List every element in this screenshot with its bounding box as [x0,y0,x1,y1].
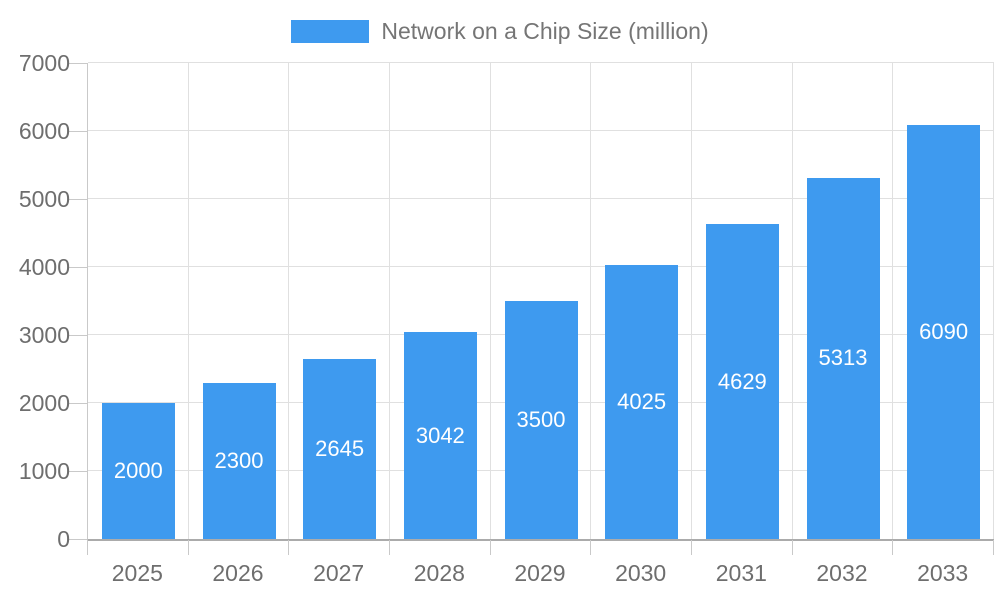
bar-value-label: 2645 [315,436,365,462]
gridline [993,63,994,539]
y-tick-label: 3000 [18,322,70,348]
bar[interactable]: 3500 [504,301,578,539]
y-axis-tick [69,267,87,268]
bar[interactable]: 5313 [806,177,880,539]
gridline [88,198,994,199]
bar[interactable]: 6090 [907,124,981,539]
x-tick-label: 2029 [514,560,566,586]
x-axis-tick [791,540,793,555]
y-tick-label: 1000 [18,458,70,484]
x-tick-label: 2025 [111,560,163,586]
x-tick-label: 2030 [615,560,667,586]
x-tick-label: 2026 [212,560,264,586]
x-axis-tick [691,540,692,555]
bar[interactable]: 2000 [101,403,175,539]
bar-value-label: 2300 [214,447,264,473]
legend-swatch [291,19,370,43]
legend[interactable]: Network on a Chip Size (million) [0,12,1000,50]
bar[interactable]: 4629 [705,224,779,539]
bar-value-label: 6090 [919,318,969,344]
y-tick-label: 2000 [18,390,70,416]
gridline [88,62,994,63]
y-tick-label: 4000 [18,254,70,280]
bar-value-label: 2000 [113,458,163,483]
y-tick-label: 5000 [18,186,70,212]
y-axis-tick [69,335,87,336]
y-axis-tick [69,131,87,132]
x-axis-tick [590,540,592,555]
gridline [88,130,994,131]
gridline [691,63,692,539]
y-tick-label: 6000 [18,118,70,144]
y-axis-tick [69,471,87,472]
x-tick-label: 2028 [413,560,465,586]
x-axis-tick [187,540,189,555]
x-axis-tick [87,540,88,555]
y-tick-label: 0 [57,526,70,552]
gridline [389,63,390,539]
x-axis-tick [489,540,491,555]
x-tick-label: 2027 [313,560,365,586]
bar-value-label: 4629 [717,368,767,394]
bar[interactable]: 2645 [303,359,377,539]
y-axis-tick [69,199,87,200]
gridline [791,63,793,539]
gridline [892,63,894,539]
legend-label: Network on a Chip Size (million) [381,17,709,44]
plot-area: 2000 2300 2645 3042 3500 4025 4629 5313 6090 [87,62,994,541]
bar-value-label: 5313 [818,345,868,371]
bar-value-label: 3500 [516,407,566,432]
x-axis-tick [993,540,994,555]
y-axis-tick [69,539,87,540]
x-tick-label: 2031 [715,560,767,586]
y-axis-tick [69,63,87,64]
gridline [590,63,592,539]
bar-value-label: 3042 [415,422,465,448]
bar[interactable]: 3042 [403,332,477,539]
x-axis-tick [288,540,290,555]
gridline [288,63,290,539]
x-axis-tick [892,540,894,555]
gridline [88,266,994,267]
x-axis-tick [389,540,390,555]
y-axis-tick [69,403,87,404]
y-tick-label: 7000 [18,50,70,76]
x-tick-label: 2033 [917,560,969,586]
bar[interactable]: 4025 [605,265,679,539]
bar[interactable]: 2300 [202,382,276,539]
gridline [489,63,491,539]
gridline [187,63,189,539]
bar-value-label: 4025 [617,389,667,415]
x-tick-label: 2032 [816,560,868,586]
